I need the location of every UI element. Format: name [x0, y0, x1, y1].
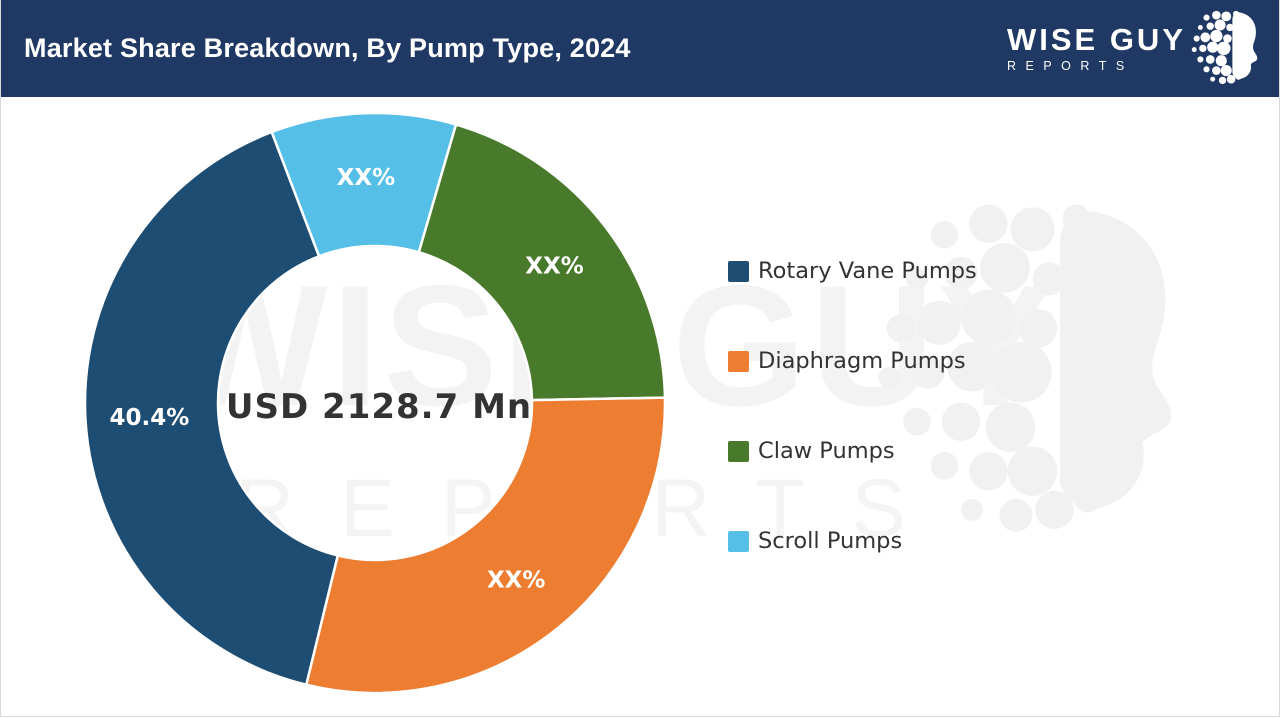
legend-label: Diaphragm Pumps [758, 348, 966, 374]
donut-segment-claw-pumps[interactable] [417, 123, 667, 402]
segment-value-label: XX% [487, 567, 546, 593]
legend-label: Scroll Pumps [758, 528, 903, 554]
legend-swatch-rotary-vane-pumps [728, 260, 749, 282]
segment-value-label: 40.4% [110, 405, 190, 431]
brand-logo: WISE GUY REPORTS [1007, 9, 1262, 89]
brand-subname: REPORTS [1006, 58, 1134, 73]
legend-item-rotary-vane-pumps[interactable]: Rotary Vane Pumps [728, 248, 977, 294]
donut-segment-rotary-vane-pumps[interactable] [83, 130, 340, 686]
header-bar: Market Share Breakdown, By Pump Type, 20… [0, 0, 1280, 97]
legend-item-claw-pumps[interactable]: Claw Pumps [728, 428, 977, 474]
legend-swatch-diaphragm-pumps [728, 350, 749, 372]
segment-value-label: XX% [337, 165, 396, 191]
brand-name: WISE GUY [1006, 22, 1186, 58]
donut-chart: 40.4% XX% XX% XX% [83, 111, 667, 695]
chart-legend: Rotary Vane Pumps Diaphragm Pumps Claw P… [728, 248, 977, 608]
legend-item-diaphragm-pumps[interactable]: Diaphragm Pumps [728, 338, 977, 384]
legend-label: Claw Pumps [758, 438, 895, 464]
page-title: Market Share Breakdown, By Pump Type, 20… [24, 33, 631, 63]
legend-swatch-scroll-pumps [728, 530, 749, 552]
legend-swatch-claw-pumps [728, 440, 749, 462]
legend-item-scroll-pumps[interactable]: Scroll Pumps [728, 518, 977, 564]
brand-face-icon [1191, 10, 1258, 84]
chart-center-value: USD 2128.7 Mn [225, 387, 533, 427]
brand-logo-text: WISE GUY REPORTS [1007, 24, 1186, 73]
segment-value-label: XX% [525, 254, 584, 280]
legend-label: Rotary Vane Pumps [758, 258, 977, 284]
donut-segment-diaphragm-pumps[interactable] [305, 396, 667, 695]
